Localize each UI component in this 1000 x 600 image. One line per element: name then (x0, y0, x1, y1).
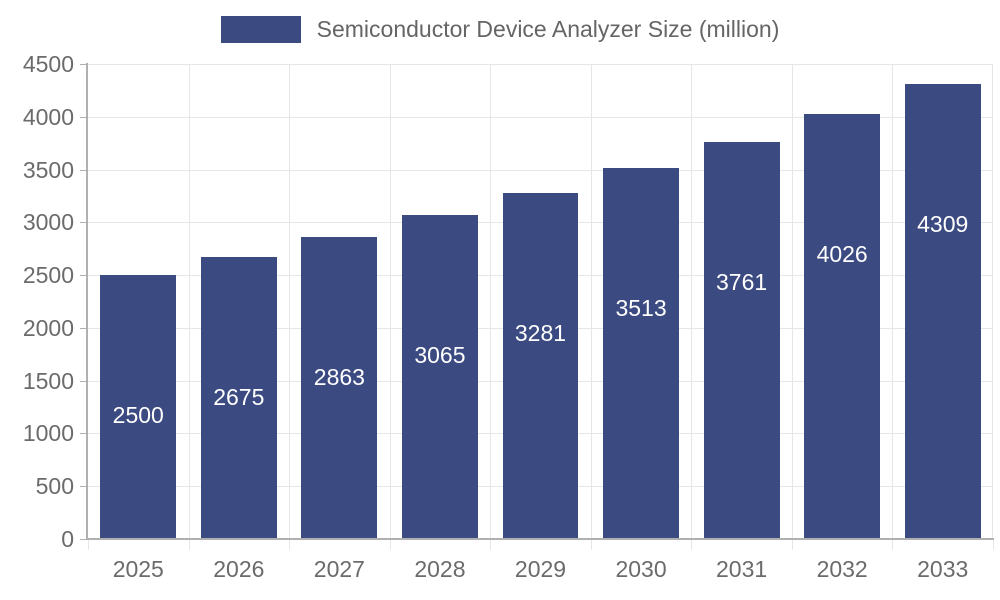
gridline-vertical (390, 64, 391, 539)
gridline-vertical (189, 64, 190, 539)
y-tick-label: 4500 (22, 51, 74, 77)
x-tick-mark (591, 540, 592, 550)
bar[interactable] (703, 142, 780, 539)
gridline-vertical (289, 64, 290, 539)
y-tick-label: 2000 (22, 314, 74, 341)
legend-label: Semiconductor Device Analyzer Size (mill… (316, 15, 780, 42)
gridline-vertical (591, 64, 592, 539)
y-tick-mark (80, 381, 86, 382)
y-tick-mark (80, 117, 86, 118)
x-tick-label-2028: 2028 (414, 556, 466, 582)
y-tick-mark (80, 328, 86, 329)
gridline-vertical (691, 64, 692, 539)
x-tick-mark (892, 540, 893, 550)
bar[interactable] (200, 256, 277, 539)
y-tick-label: 3500 (22, 156, 74, 183)
y-tick-label: 1000 (22, 420, 74, 447)
y-tick-label: 1500 (22, 367, 74, 394)
bar[interactable] (804, 114, 881, 539)
x-tick-mark (993, 540, 994, 550)
legend-swatch-icon (220, 15, 301, 43)
bar-value-label: 2863 (313, 363, 365, 390)
x-axis-line (86, 538, 994, 540)
y-tick-label: 4000 (22, 103, 74, 130)
y-tick-mark (80, 275, 86, 276)
legend-item-semiconductor-device-analyzer-size[interactable]: Semiconductor Device Analyzer Size (mill… (220, 15, 780, 43)
x-tick-label-2031: 2031 (716, 556, 768, 582)
bar-value-label: 3281 (514, 319, 567, 346)
x-tick-mark (390, 540, 391, 550)
gridline-horizontal (88, 170, 993, 171)
y-tick-mark (80, 222, 86, 223)
x-tick-label-2027: 2027 (313, 556, 365, 582)
bar[interactable] (502, 192, 579, 539)
y-tick-mark (80, 433, 86, 434)
bar-value-label: 4309 (917, 211, 969, 238)
y-tick-mark (80, 64, 86, 65)
y-tick-mark (80, 486, 86, 487)
plot-area: 2500 2675 2863 3065 3281 3513 3761 4026 4309 (88, 64, 993, 540)
x-tick-label-2032: 2032 (816, 556, 868, 582)
chart-legend: Semiconductor Device Analyzer Size (mill… (0, 8, 1000, 50)
x-tick-label-2026: 2026 (213, 556, 265, 582)
x-tick-mark (792, 540, 793, 550)
gridline-horizontal (88, 117, 993, 118)
y-tick-label: 0 (61, 526, 74, 552)
x-tick-mark (691, 540, 692, 550)
bar[interactable] (100, 275, 177, 539)
bar-value-label: 3065 (414, 342, 466, 369)
x-tick-label-2025: 2025 (112, 556, 164, 582)
bar[interactable] (603, 168, 679, 539)
y-axis-line (86, 63, 88, 540)
y-tick-mark (80, 170, 86, 171)
bar-value-label: 4026 (816, 241, 868, 268)
x-tick-mark (189, 540, 190, 550)
bar[interactable] (301, 236, 378, 539)
bar[interactable] (401, 215, 478, 539)
y-tick-label: 2500 (22, 262, 74, 289)
plot-right-border (992, 64, 993, 539)
y-tick-label: 500 (35, 473, 74, 500)
x-tick-mark (289, 540, 290, 550)
bar[interactable] (904, 84, 981, 539)
gridline-vertical (892, 64, 893, 539)
x-tick-label-2033: 2033 (917, 556, 969, 582)
bar-value-label: 3761 (716, 269, 768, 295)
x-tick-mark (88, 540, 89, 550)
gridline-vertical (490, 64, 491, 539)
gridline-horizontal (88, 64, 993, 65)
bar-value-label: 2675 (213, 383, 265, 410)
x-tick-label-2030: 2030 (615, 556, 667, 582)
y-tick-label: 3000 (22, 209, 74, 236)
x-tick-mark (490, 540, 491, 550)
bar-value-label: 3513 (615, 295, 667, 322)
y-tick-mark (80, 539, 86, 540)
bar-value-label: 2500 (112, 402, 164, 429)
gridline-vertical (792, 64, 793, 539)
x-tick-label-2029: 2029 (514, 556, 567, 582)
